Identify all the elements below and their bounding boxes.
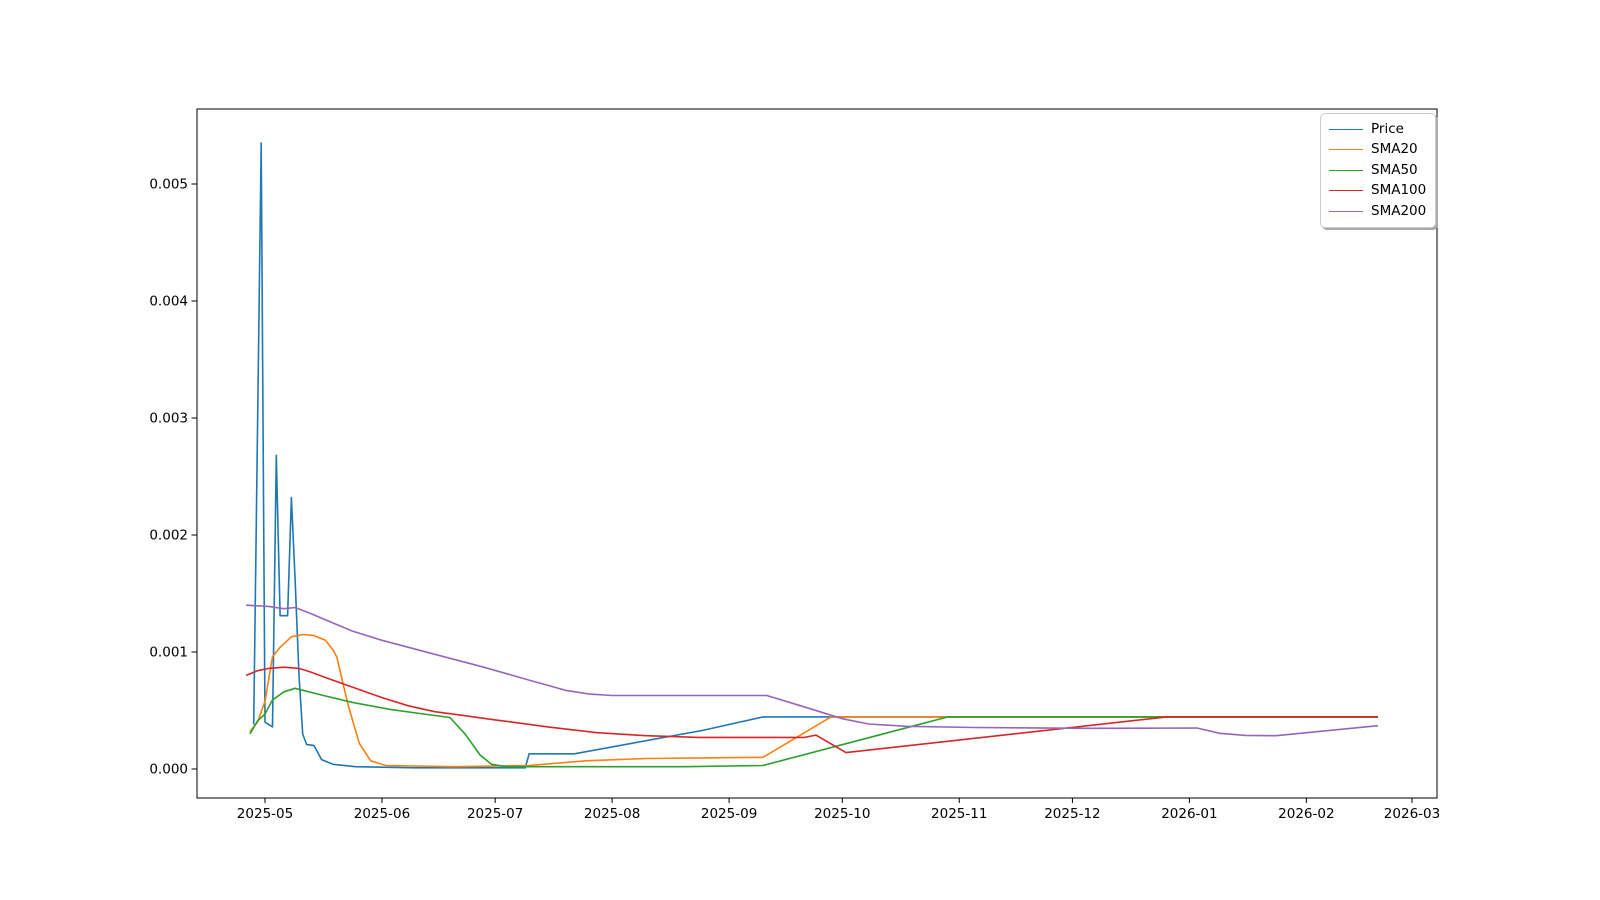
y-tick-label: 0.000 bbox=[149, 762, 188, 778]
x-tick-label: 2025-06 bbox=[354, 806, 410, 822]
x-tick-label: 2026-03 bbox=[1384, 806, 1440, 822]
legend-label: Price bbox=[1371, 120, 1404, 137]
y-tick-label: 0.004 bbox=[149, 294, 188, 310]
legend-line-sample bbox=[1329, 128, 1363, 130]
legend-label: SMA200 bbox=[1371, 202, 1427, 219]
y-tick-label: 0.001 bbox=[149, 645, 188, 661]
x-tick-label: 2025-12 bbox=[1044, 806, 1100, 822]
y-tick-label: 0.003 bbox=[149, 411, 188, 427]
x-tick-label: 2025-05 bbox=[237, 806, 293, 822]
x-tick-label: 2025-10 bbox=[814, 806, 870, 822]
legend-label: SMA100 bbox=[1371, 182, 1427, 198]
y-tick-label: 0.002 bbox=[149, 528, 188, 544]
x-tick-label: 2025-09 bbox=[701, 806, 757, 822]
legend-label: SMA20 bbox=[1371, 141, 1418, 157]
legend-line-sample bbox=[1329, 210, 1363, 212]
legend-label: SMA50 bbox=[1371, 161, 1418, 178]
series-line-sma50 bbox=[249, 687, 1378, 768]
legend-item-sma50: SMA50 bbox=[1329, 160, 1426, 181]
axes-frame bbox=[196, 108, 1438, 799]
x-tick-label: 2025-11 bbox=[931, 806, 987, 822]
x-tick-label: 2025-08 bbox=[584, 806, 640, 822]
legend-item-sma200: SMA200 bbox=[1329, 201, 1426, 222]
x-tick-label: 2026-01 bbox=[1161, 806, 1217, 822]
legend-item-sma20: SMA20 bbox=[1329, 140, 1426, 161]
legend-line-sample bbox=[1329, 169, 1363, 171]
x-tick-label: 2025-07 bbox=[467, 806, 523, 822]
series-line-sma200 bbox=[246, 604, 1379, 737]
legend-item-sma100: SMA100 bbox=[1329, 181, 1426, 202]
series-line-price bbox=[252, 142, 1378, 769]
series-line-sma20 bbox=[249, 633, 1378, 768]
series-line-sma100 bbox=[245, 666, 1378, 754]
y-tick-label: 0.005 bbox=[149, 177, 188, 193]
legend-item-price: Price bbox=[1329, 119, 1426, 140]
legend: Price SMA20 SMA50 SMA100 SMA200 bbox=[1320, 113, 1437, 228]
legend-line-sample bbox=[1329, 149, 1363, 151]
x-tick-label: 2026-02 bbox=[1278, 806, 1334, 822]
legend-line-sample bbox=[1329, 190, 1363, 192]
